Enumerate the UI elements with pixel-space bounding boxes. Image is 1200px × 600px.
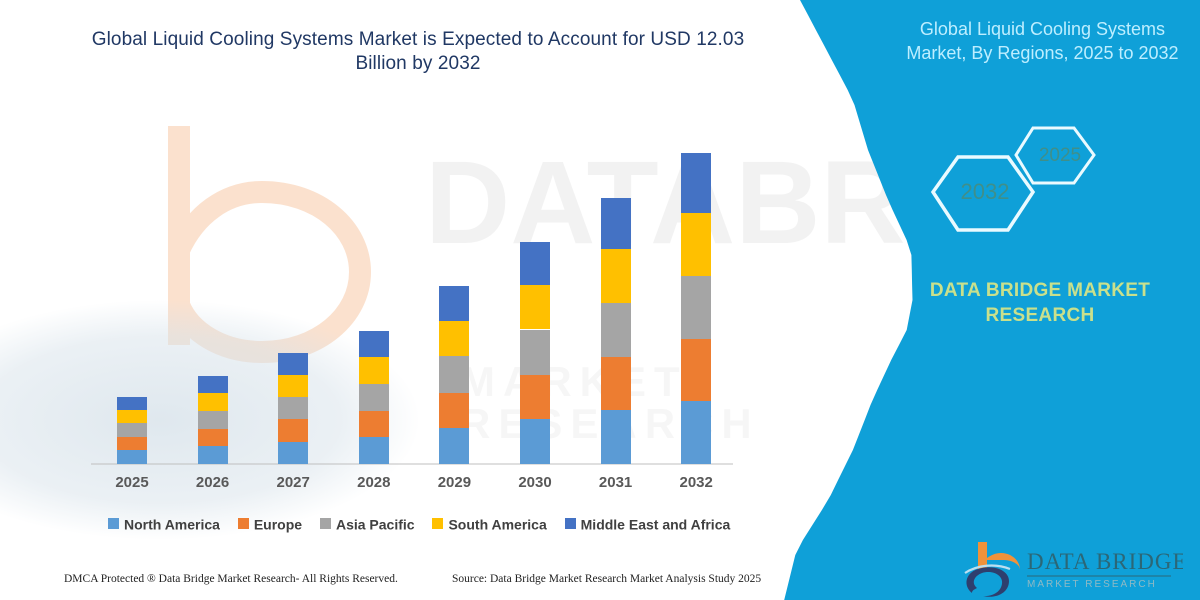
svg-text:2032: 2032 bbox=[961, 179, 1010, 204]
svg-text:DATA BRIDGE: DATA BRIDGE bbox=[1027, 549, 1183, 574]
svg-text:2025: 2025 bbox=[1039, 145, 1081, 166]
svg-text:MARKET RESEARCH: MARKET RESEARCH bbox=[1027, 579, 1157, 590]
